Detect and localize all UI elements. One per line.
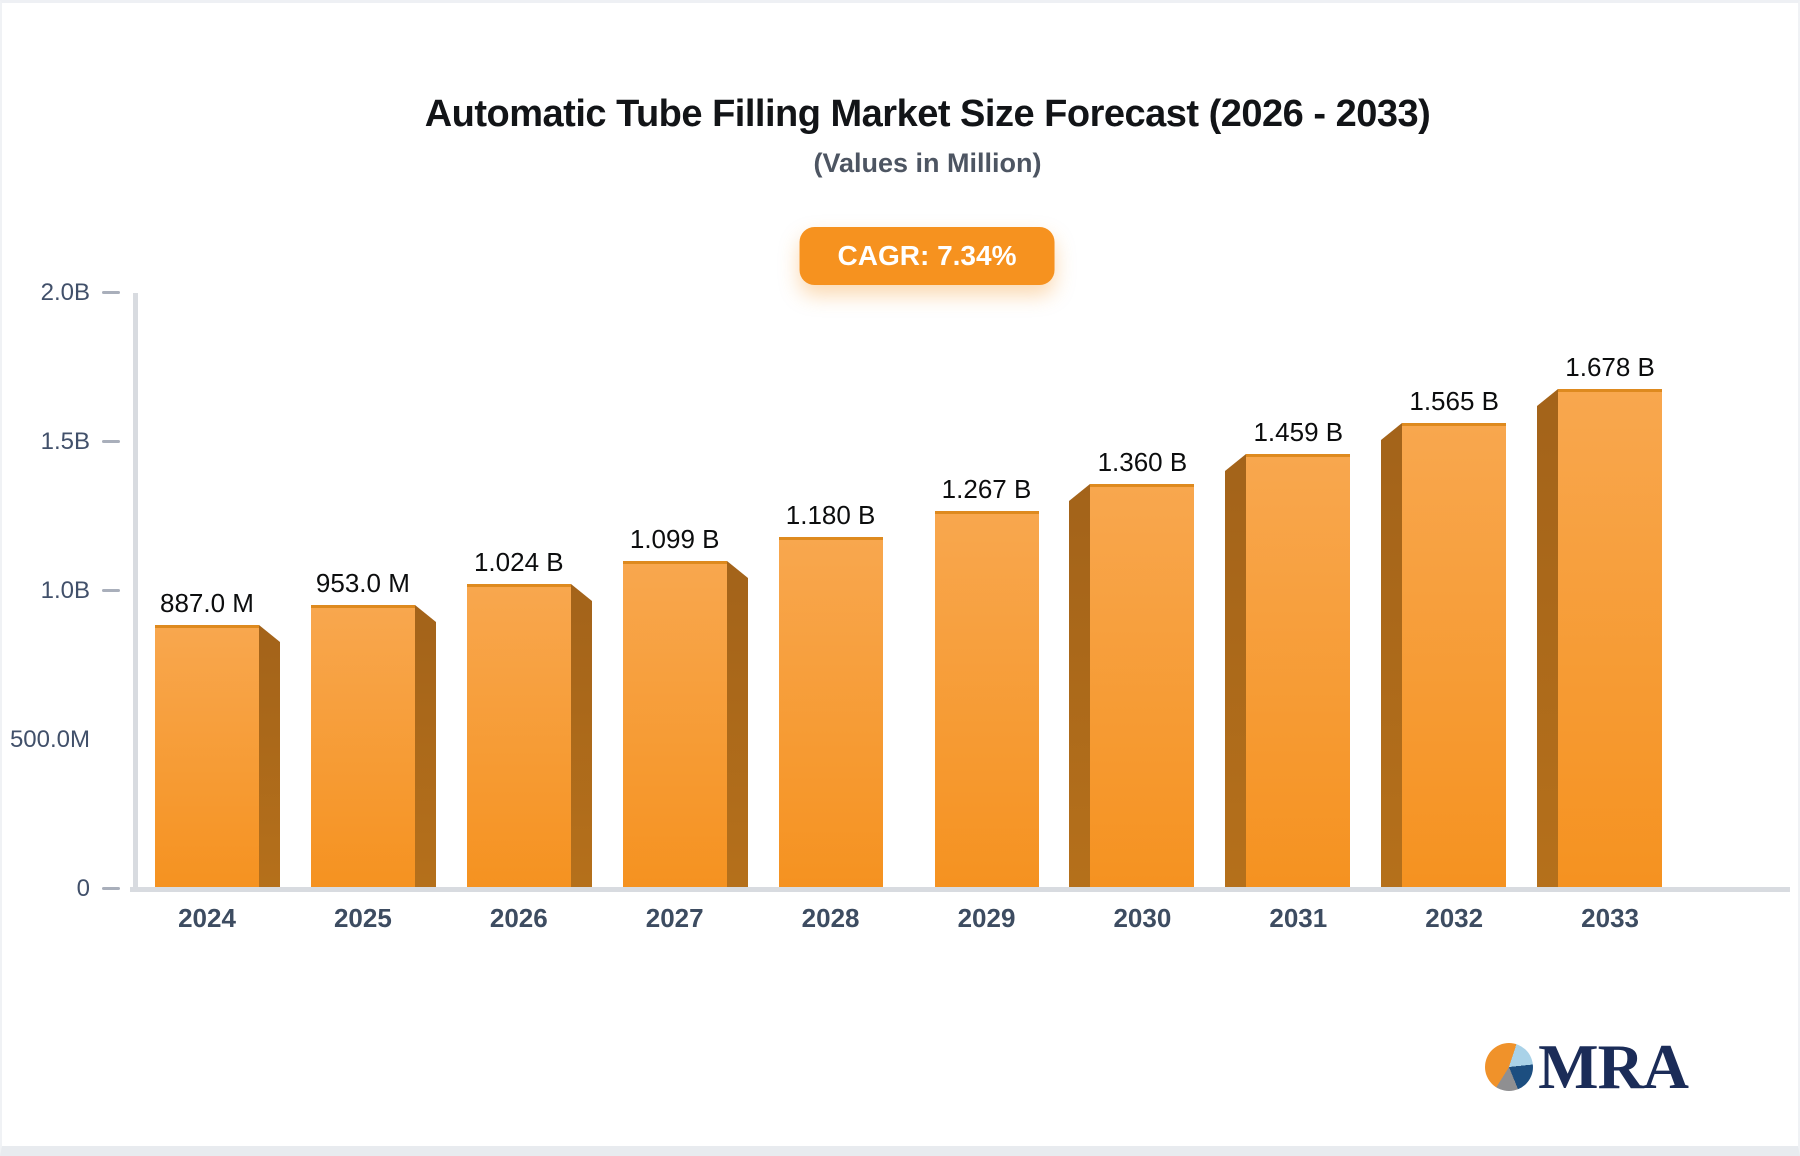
y-tick-dash: [102, 291, 120, 294]
bar-2024-3d-side: [259, 625, 280, 889]
bar-2033: [1558, 389, 1662, 889]
y-tick-label: 1.0B: [40, 577, 90, 604]
bar-2027: [623, 561, 727, 889]
y-axis-line: [133, 293, 138, 889]
bar-2031-3d-side: [1225, 454, 1246, 889]
bar-value-label: 1.099 B: [629, 524, 720, 554]
bar-2025: [311, 605, 415, 889]
bar-2024: [155, 625, 259, 889]
bar-2030-3d-side: [1069, 484, 1090, 889]
chart-title: Automatic Tube Filling Market Size Forec…: [424, 93, 1431, 135]
chart-subtitle: (Values in Million): [813, 148, 1042, 178]
x-axis-year-label: 2026: [489, 903, 548, 933]
y-tick-label: 500.0M: [9, 726, 90, 753]
logo-text: MRA: [1538, 1031, 1689, 1102]
y-tick-dash: [102, 589, 120, 592]
mra-logo: MRA: [1485, 1031, 1689, 1102]
x-axis-year-label: 2032: [1425, 903, 1484, 933]
x-axis-year-label: 2025: [333, 903, 392, 933]
bar-value-label: 953.0 M: [315, 568, 410, 598]
bar-value-label: 1.678 B: [1565, 352, 1655, 382]
cagr-badge: CAGR: 7.34%: [799, 227, 1055, 285]
bar-2032-3d-side: [1381, 423, 1402, 889]
bar-2026: [467, 584, 571, 889]
bar-value-label: 1.024 B: [473, 547, 564, 577]
x-axis-year-label: 2033: [1581, 903, 1640, 933]
x-axis-line: [130, 887, 1790, 892]
x-axis-year-label: 2031: [1269, 903, 1328, 933]
chart-header: Automatic Tube Filling Market Size Forec…: [2, 93, 1798, 179]
y-tick-dash: [102, 440, 120, 443]
bar-2031: [1246, 454, 1350, 889]
bar-2025-3d-side: [415, 605, 436, 889]
bar-chart-plot: 2.0B 1.5B 1.0B 500.0M 0 887.0 M 2024 953.0 M 20…: [2, 3, 1798, 1146]
bar-2033-3d-side: [1537, 389, 1558, 889]
x-axis-year-label: 2028: [801, 903, 860, 933]
bar-2026-3d-side: [571, 584, 592, 889]
x-axis-year-label: 2024: [178, 903, 236, 933]
bar-value-label: 1.180 B: [785, 500, 876, 530]
bar-2030: [1090, 484, 1194, 889]
bar-value-label: 1.267 B: [941, 474, 1032, 504]
y-tick-dash: [102, 887, 120, 890]
bar-2029: [935, 511, 1039, 889]
pie-chart-logo-icon: [1485, 1043, 1534, 1091]
x-axis-year-label: 2030: [1113, 903, 1172, 933]
x-axis-year-label: 2027: [645, 903, 704, 933]
y-tick-label: 0: [76, 875, 90, 902]
bar-2028: [779, 537, 883, 889]
bar-2027-3d-side: [727, 561, 748, 889]
bar-value-label: 1.565 B: [1409, 386, 1499, 416]
bar-2032: [1402, 423, 1506, 889]
bar-value-label: 1.360 B: [1097, 447, 1188, 477]
x-axis-year-label: 2029: [957, 903, 1016, 933]
bar-value-label: 1.459 B: [1253, 417, 1344, 447]
y-tick-label: 2.0B: [40, 279, 90, 306]
bar-value-label: 887.0 M: [160, 588, 254, 618]
y-tick-label: 1.5B: [40, 428, 90, 455]
